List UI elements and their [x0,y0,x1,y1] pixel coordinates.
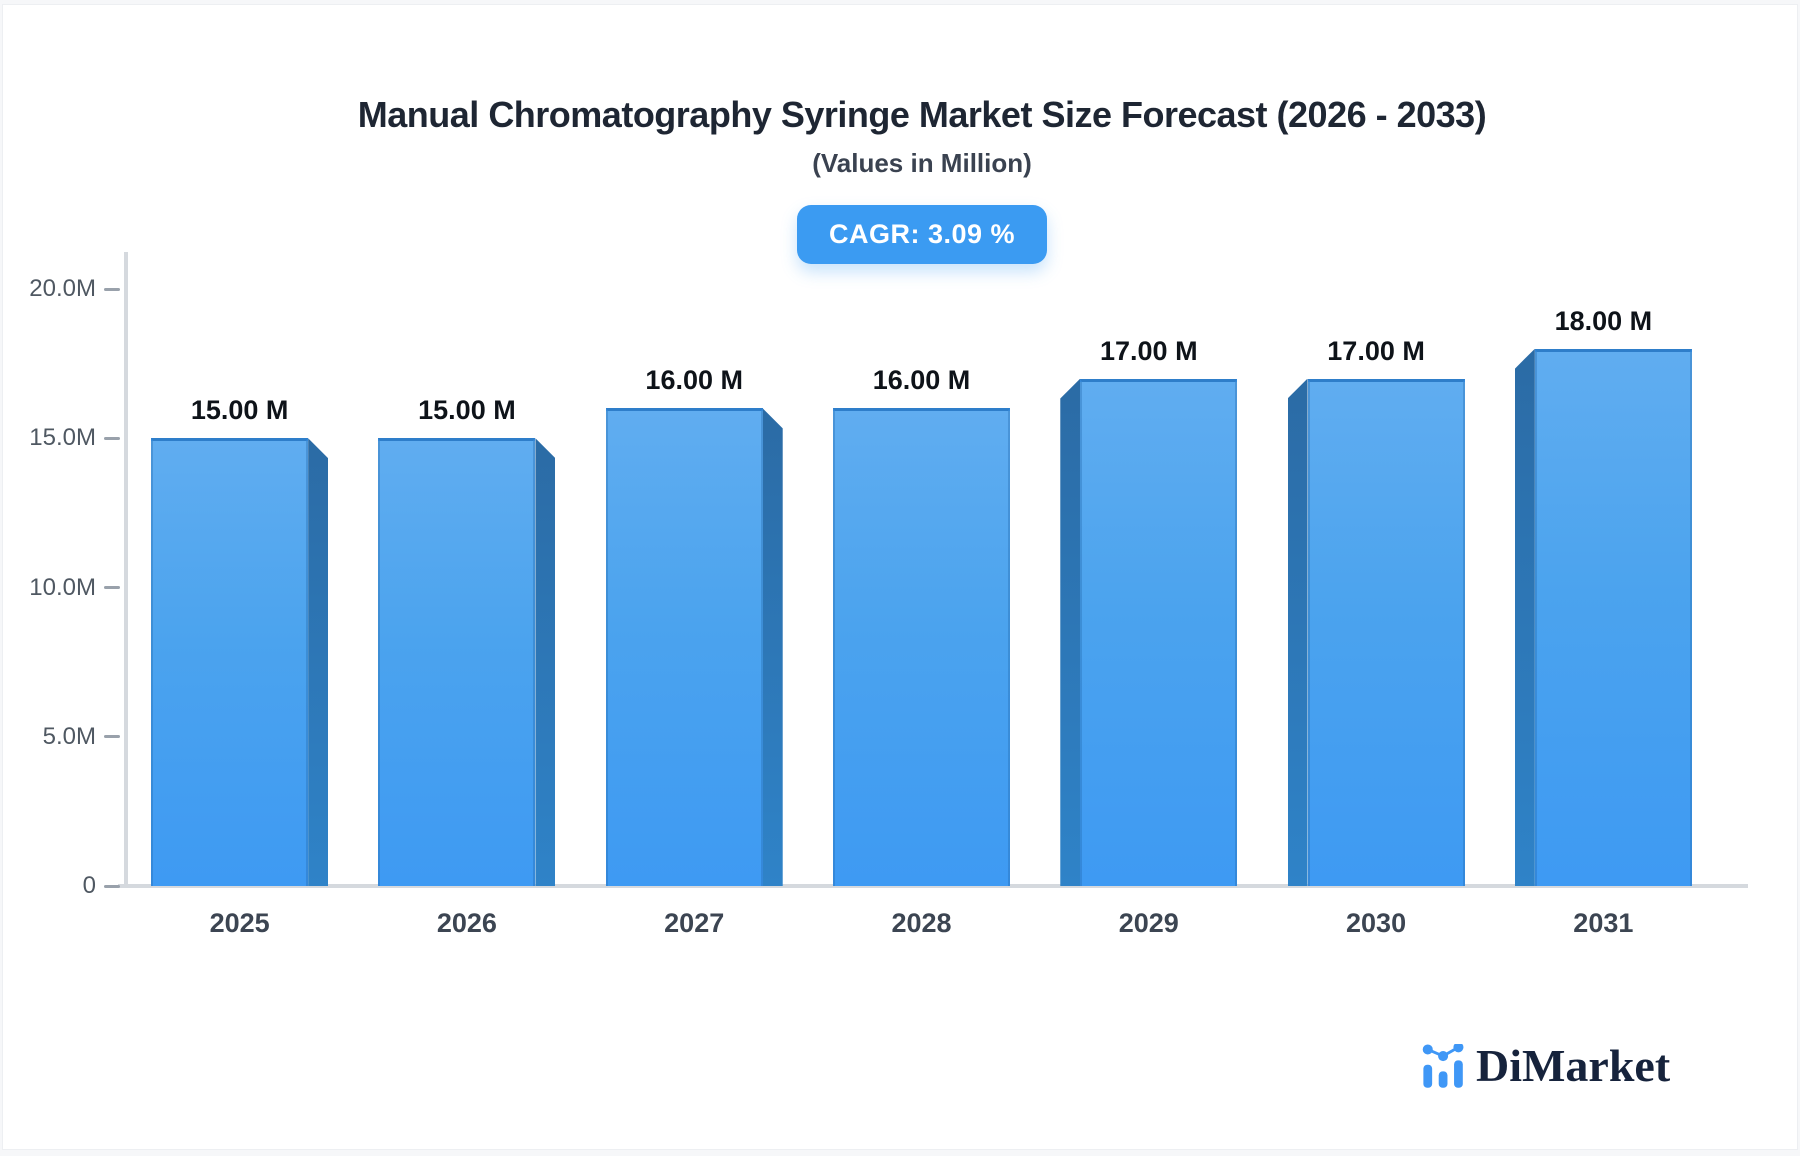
bar-value-label: 18.00 M [1554,305,1653,336]
x-axis-label: 2030 [1346,908,1407,938]
bar-2030 [1287,378,1465,886]
y-axis-line [124,252,128,888]
bar-face [1307,378,1465,886]
y-axis-tick [104,586,120,589]
bar-side-shadow [308,438,329,886]
bar-value-label: 17.00 M [1327,335,1425,366]
bar-2025 [151,438,329,886]
x-axis-line [118,884,1748,888]
x-axis-label: 2031 [1573,908,1634,938]
bar-2026 [378,438,556,886]
bar-face [605,408,763,886]
x-axis-label: 2028 [891,908,952,938]
bar-value-label: 16.00 M [645,365,743,396]
x-axis-label: 2025 [209,908,270,938]
bar-side-shadow [1287,378,1308,886]
brand-logo: DiMarket [1420,1042,1670,1090]
y-axis-label: 15.0M [29,424,96,452]
bar-value-label: 15.00 M [190,395,289,426]
chart-header: Manual Chromatography Syringe Market Siz… [126,0,1718,264]
y-axis-tick [104,436,120,440]
cagr-badge: CAGR: 3.09 % [796,205,1048,264]
chart-subtitle: (Values in Million) [812,148,1032,178]
y-axis-label: 20.0M [29,275,96,302]
y-axis-tick [104,884,120,888]
bar-side-shadow [762,408,783,886]
x-axis-label: 2026 [436,908,497,938]
x-axis-label: 2027 [664,908,725,938]
y-axis-tick [104,287,120,291]
bar-face [378,438,536,886]
bar-side-shadow [1514,348,1535,886]
x-axis-label: 2029 [1118,908,1179,938]
y-axis-label: 10.0M [29,573,96,601]
bar-side-shadow [1060,378,1081,886]
bar-face [1080,378,1238,886]
bar-value-label: 15.00 M [418,395,516,426]
y-axis-tick [104,735,120,739]
bar-value-label: 16.00 M [872,365,971,396]
brand-name: DiMarket [1476,1040,1671,1091]
y-axis-label: 0 [82,872,96,899]
bar-side-shadow [535,438,556,886]
bar-2028 [833,408,1010,886]
bar-value-label: 17.00 M [1100,335,1198,366]
y-axis-label: 5.0M [42,722,96,750]
bar-face [833,408,1010,886]
chart-title: Manual Chromatography Syringe Market Siz… [357,94,1487,135]
bar-2029 [1060,378,1238,886]
bar-face [151,438,309,886]
bar-2031 [1514,348,1692,886]
bar-2027 [605,408,783,886]
bar-line-chart-icon [1422,1044,1464,1088]
bar-face [1534,348,1692,886]
